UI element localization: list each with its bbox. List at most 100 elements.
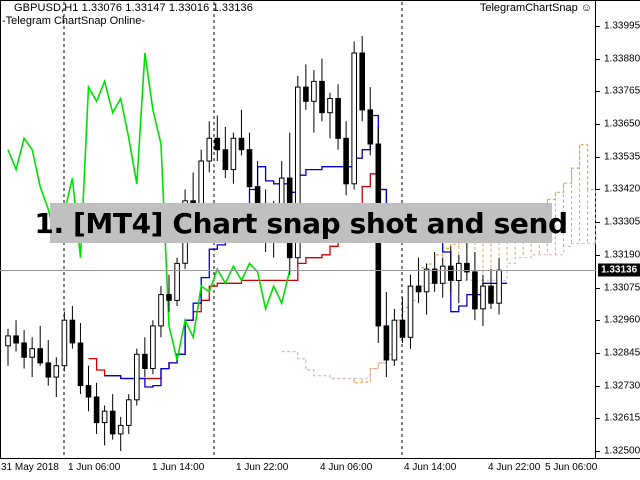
candlestick (142, 337, 148, 378)
candle-body (431, 268, 438, 284)
price-tick (596, 189, 600, 191)
candlestick (472, 252, 478, 321)
candle-body (311, 80, 317, 102)
candle-body (472, 271, 478, 310)
candlestick (21, 330, 27, 369)
candlestick (37, 325, 44, 366)
candle-body (21, 342, 27, 358)
price-axis-label: 1.32615 (604, 412, 640, 424)
candlestick (456, 254, 462, 304)
price-axis-label: 1.33650 (604, 118, 640, 130)
candlestick (359, 35, 365, 122)
candle-body (335, 98, 341, 139)
price-axis-label: 1.33765 (604, 85, 640, 97)
price-tick (596, 287, 600, 289)
candlestick (158, 286, 164, 338)
candlestick (134, 348, 140, 406)
candlestick (383, 291, 390, 378)
candle-body (150, 325, 156, 369)
candle-body (439, 265, 446, 284)
time-axis-label: 5 Jun 06:00 (545, 462, 598, 473)
price-tick (596, 156, 600, 158)
current-price-label: 1.33136 (598, 263, 640, 277)
chart-comment-label: -Telegram ChartSnap Online- (2, 15, 146, 27)
candle-body (488, 285, 494, 304)
candle-body (126, 399, 132, 426)
time-axis-label: 4 Jun 22:00 (488, 462, 541, 473)
candle-body (206, 137, 213, 162)
candle-body (238, 137, 245, 151)
candle-body (327, 98, 333, 114)
candle-body (391, 319, 398, 361)
candle-body (319, 80, 325, 114)
candle-body (246, 149, 253, 188)
candle-body (158, 294, 164, 327)
price-tick (596, 222, 600, 224)
price-axis-label: 1.33190 (604, 249, 640, 261)
candle-body (343, 137, 349, 185)
candlestick (399, 297, 406, 343)
candle-body (101, 410, 108, 424)
candle-body (359, 52, 365, 111)
price-tick (596, 124, 600, 126)
candlestick (230, 132, 237, 184)
candlestick (488, 269, 494, 309)
price-tick (596, 26, 600, 27)
candlestick (117, 416, 124, 451)
candlestick (464, 240, 470, 281)
candle-body (142, 353, 148, 369)
candlestick (351, 41, 357, 190)
candle-body (423, 268, 430, 293)
candlestick (206, 121, 213, 173)
price-tick (596, 451, 600, 452)
time-axis-label: 4 Jun 14:00 (404, 462, 457, 473)
candlestick (109, 394, 116, 440)
price-tick (596, 320, 600, 322)
time-axis-label: 1 Jun 22:00 (236, 462, 289, 473)
candlestick (423, 263, 430, 315)
candlestick (415, 257, 422, 304)
candlestick (335, 84, 341, 150)
candle-body (399, 319, 406, 338)
candle-body (351, 52, 357, 185)
candle-body (367, 109, 374, 145)
price-tick (596, 385, 600, 387)
candle-body (480, 285, 486, 310)
candlestick (53, 357, 60, 397)
time-scale[interactable]: 31 May 2018 1 Jun 06:00 1 Jun 14:00 1 Jun 2… (0, 459, 640, 480)
candle-body (415, 285, 422, 293)
time-axis-label: 1 Jun 14:00 (152, 462, 205, 473)
price-axis-label: 1.33420 (604, 183, 640, 195)
candle-body (77, 342, 84, 387)
candle-body (85, 385, 92, 398)
candle-body (230, 137, 237, 171)
candlestick (45, 340, 52, 386)
candlestick (77, 323, 84, 395)
candlestick (214, 115, 221, 162)
candle-body (166, 294, 172, 301)
price-scale[interactable]: 1.33995 1.33880 1.33765 1.33650 1.33535 1.334… (0, 0, 640, 459)
candle-body (222, 149, 229, 171)
candle-body (303, 86, 309, 102)
price-axis-label: 1.33305 (604, 216, 640, 228)
candle-body (5, 335, 11, 347)
price-tick (596, 418, 600, 420)
candle-body (93, 396, 100, 424)
candle-body (117, 424, 124, 435)
candle-body (45, 362, 52, 378)
price-axis-label: 1.32500 (604, 445, 640, 457)
candlestick (431, 252, 438, 292)
telegram-chartsnap-watermark: TelegramChartSnap ☺ (479, 2, 592, 14)
candle-body (407, 285, 414, 338)
candlestick (85, 365, 92, 412)
candlestick (367, 87, 374, 156)
candle-body (109, 410, 116, 435)
price-axis-label: 1.33075 (604, 282, 640, 294)
overlay-banner-text: 1. [MT4] Chart snap shot and send (34, 206, 568, 240)
candlestick (13, 320, 19, 352)
price-tick (596, 58, 600, 60)
candle-body (448, 265, 454, 281)
candlestick (496, 257, 502, 315)
price-axis-label: 1.33995 (604, 20, 640, 32)
